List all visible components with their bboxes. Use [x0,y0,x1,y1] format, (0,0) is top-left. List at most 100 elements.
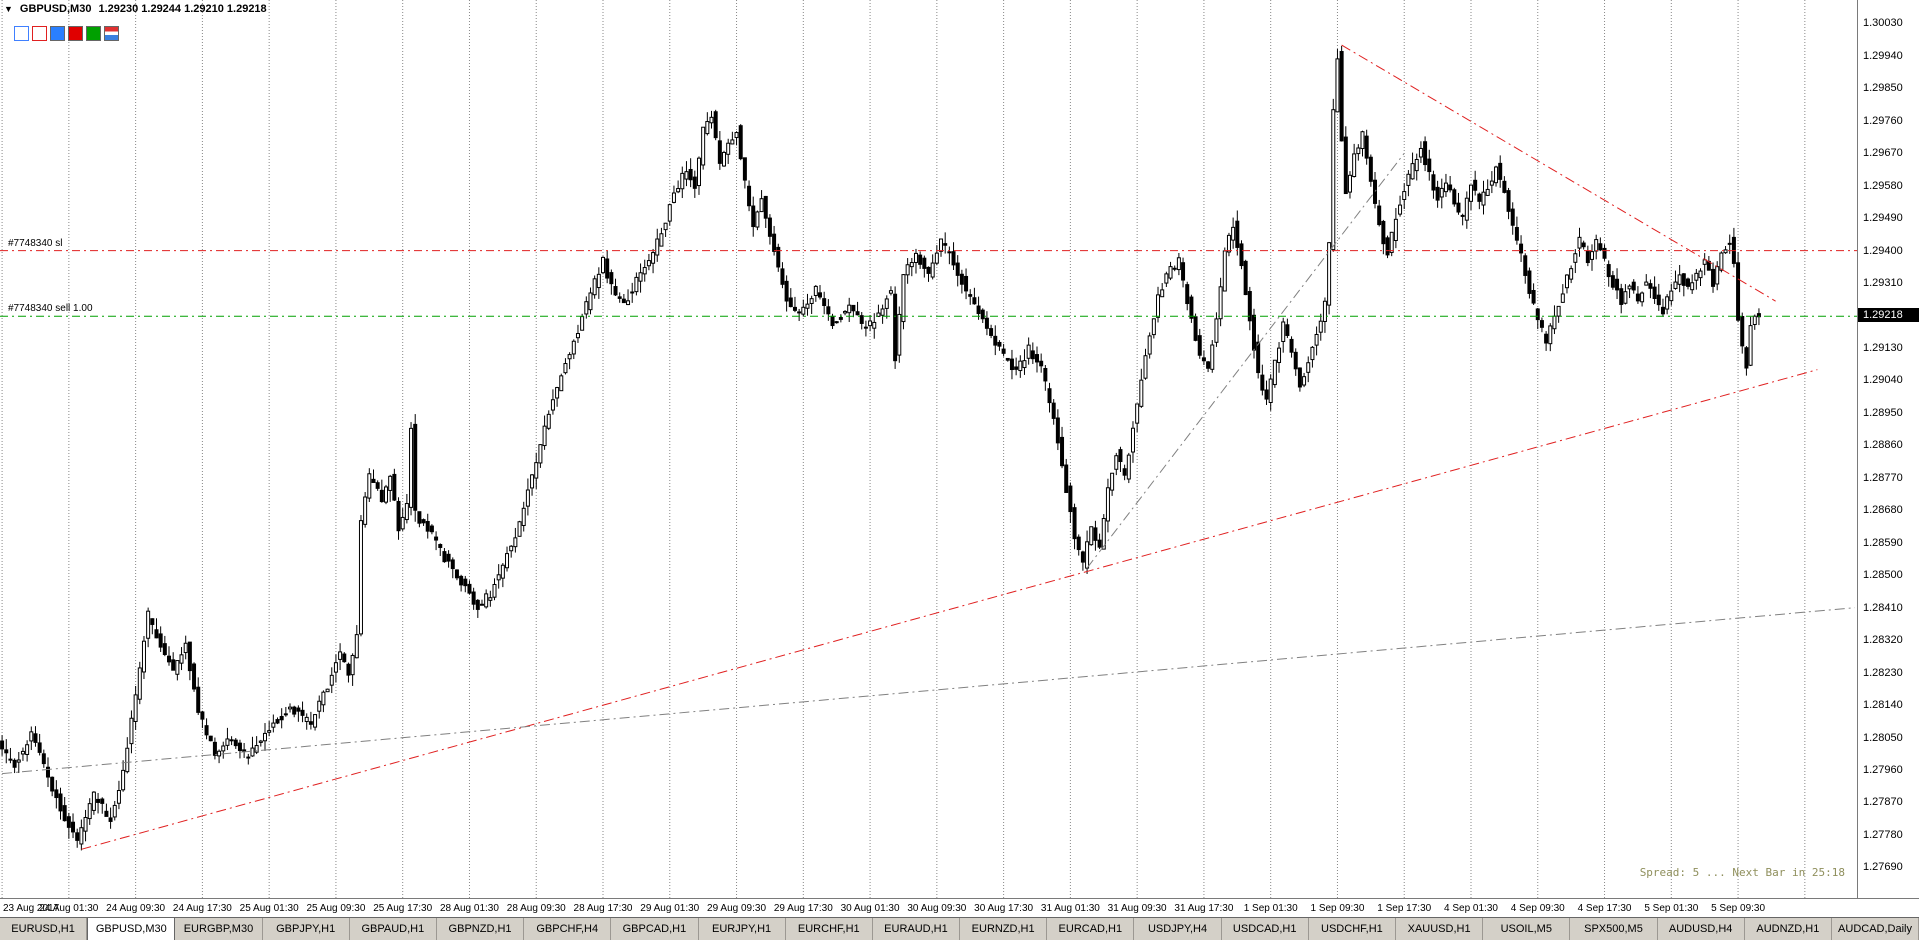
price-axis-label: 1.29850 [1863,82,1903,95]
time-axis-label: 24 Aug 17:30 [172,903,232,914]
chart-window: ▼ GBPUSD,M30 1.29230 1.29244 1.29210 1.2… [0,0,1919,918]
price-axis-label: 1.28770 [1863,471,1903,484]
color-swatch-toolbar [14,26,119,41]
time-axis[interactable]: 23 Aug 2017 24 Aug 01:30 24 Aug 09:30 24 Au… [0,898,1919,918]
time-axis-label: 30 Aug 17:30 [974,903,1034,914]
time-axis-label: 30 Aug 01:30 [840,903,900,914]
spread-nextbar-status: Spread: 5 ... Next Bar in 25:18 [1639,866,1845,879]
price-axis-label: 1.27780 [1863,828,1903,841]
chart-tab-gbpjpy-h1[interactable]: GBPJPY,H1 [262,918,350,940]
trendline-ascending-gray-shallow[interactable] [2,607,1855,775]
chart-tab-audcad-daily[interactable]: AUDCAD,Daily [1831,918,1919,940]
time-axis-label: 28 Aug 09:30 [506,903,566,914]
price-axis-label: 1.27870 [1863,796,1903,809]
chart-marker-icon: ▼ [4,3,13,14]
time-axis-label: 23 Aug 2017 [3,903,60,914]
price-axis-label: 1.29310 [1863,277,1903,290]
price-axis-label: 1.29130 [1863,342,1903,355]
trendline-descending-resistance-red[interactable] [1341,44,1776,302]
price-axis-label: 1.29580 [1863,179,1903,192]
chart-tab-gbpnzd-h1[interactable]: GBPNZD,H1 [436,918,525,940]
time-axis-label: 31 Aug 01:30 [1040,903,1100,914]
time-axis-label: 29 Aug 01:30 [640,903,700,914]
chart-tab-audusd-h4[interactable]: AUDUSD,H4 [1657,918,1745,940]
time-axis-label: 5 Sep 01:30 [1644,903,1699,914]
chart-tab-audnzd-h1[interactable]: AUDNZD,H1 [1744,918,1832,940]
chart-tab-xauusd-h1[interactable]: XAUUSD,H1 [1396,918,1484,940]
chart-tab-gbpcad-h1[interactable]: GBPCAD,H1 [611,918,699,940]
current-price-badge: 1.29218 [1858,308,1919,323]
stop-loss-line-label: #7748340 sl [8,237,63,249]
price-axis-label: 1.28320 [1863,634,1903,647]
chart-tab-usdchf-h1[interactable]: USDCHF,H1 [1308,918,1396,940]
time-axis-label: 30 Aug 09:30 [907,903,967,914]
time-axis-label: 24 Aug 09:30 [106,903,166,914]
time-axis-label: 25 Aug 09:30 [306,903,366,914]
price-axis-label: 1.28680 [1863,504,1903,517]
time-axis-label: 31 Aug 09:30 [1107,903,1167,914]
time-axis-label: 25 Aug 17:30 [373,903,433,914]
symbol-name: GBPUSD,M30 [19,3,92,15]
price-axis-label: 1.28230 [1863,666,1903,679]
time-axis-label: 31 Aug 17:30 [1174,903,1234,914]
trendline-ascending-support-red[interactable] [81,369,1818,850]
price-axis[interactable]: 1.29218 1.30030 1.29940 1.29850 1.29760 1.29… [1857,0,1919,898]
trendline-ascending-gray-steep[interactable] [1086,152,1405,569]
time-axis-label: 1 Sep 01:30 [1243,903,1298,914]
chart-tab-eurgbp-m30[interactable]: EURGBP,M30 [175,918,263,940]
chart-tab-usdcad-h1[interactable]: USDCAD,H1 [1221,918,1309,940]
swatch-red[interactable] [68,26,83,41]
ohlc-quotes: 1.29230 1.29244 1.29210 1.29218 [98,3,267,15]
time-axis-label: 1 Sep 09:30 [1310,903,1365,914]
time-axis-label: 4 Sep 17:30 [1577,903,1632,914]
price-axis-label: 1.28050 [1863,731,1903,744]
candlestick-chart[interactable] [0,0,1857,898]
chart-tab-gbpaud-h1[interactable]: GBPAUD,H1 [349,918,437,940]
time-axis-label: 28 Aug 17:30 [573,903,633,914]
chart-tab-eurchf-h1[interactable]: EURCHF,H1 [785,918,873,940]
chart-tab-spx500-m5[interactable]: SPX500,M5 [1570,918,1658,940]
price-axis-label: 1.29490 [1863,212,1903,225]
price-axis-label: 1.29400 [1863,244,1903,257]
symbol-quote-header: ▼ GBPUSD,M30 1.29230 1.29244 1.29210 1.2… [4,3,267,15]
swatch-blue[interactable] [50,26,65,41]
price-axis-label: 1.27960 [1863,763,1903,776]
price-axis-label: 1.29670 [1863,147,1903,160]
chart-tab-eurusd-h1[interactable]: EURUSD,H1 [0,918,88,940]
chart-tab-usdjpy-h4[interactable]: USDJPY,H4 [1134,918,1222,940]
chart-tab-gbpchf-h4[interactable]: GBPCHF,H4 [524,918,612,940]
time-axis-label: 1 Sep 17:30 [1377,903,1432,914]
price-axis-label: 1.28590 [1863,536,1903,549]
swatch-outline-blue[interactable] [14,26,29,41]
time-axis-label: 25 Aug 01:30 [239,903,299,914]
time-axis-label: 29 Aug 17:30 [773,903,833,914]
time-axis-label: 29 Aug 09:30 [707,903,767,914]
time-axis-label: 4 Sep 01:30 [1444,903,1498,914]
chart-tab-euraud-h1[interactable]: EURAUD,H1 [872,918,961,940]
price-axis-label: 1.28860 [1863,439,1903,452]
price-axis-label: 1.28950 [1863,406,1903,419]
price-axis-label: 1.28410 [1863,601,1903,614]
swatch-striped[interactable] [104,26,119,41]
chart-tab-usoil-m5[interactable]: USOIL,M5 [1483,918,1571,940]
price-axis-label: 1.29040 [1863,374,1903,387]
chart-tab-eurcad-h1[interactable]: EURCAD,H1 [1047,918,1135,940]
time-axis-label: 28 Aug 01:30 [439,903,499,914]
chart-tab-gbpusd-m30[interactable]: GBPUSD,M30 [87,918,176,940]
price-axis-label: 1.29940 [1863,49,1903,62]
price-axis-label: 1.28500 [1863,569,1903,582]
chart-tab-bar: EURUSD,H1 GBPUSD,M30 EURGBP,M30 GBPJPY,H1 GB… [0,917,1919,940]
time-axis-label: 5 Sep 09:30 [1711,903,1766,914]
swatch-outline-red[interactable] [32,26,47,41]
price-axis-label: 1.27690 [1863,861,1903,874]
swatch-green[interactable] [86,26,101,41]
time-axis-label: 24 Aug 01:30 [39,903,99,914]
price-axis-label: 1.30030 [1863,17,1903,30]
price-axis-label: 1.29760 [1863,114,1903,127]
price-axis-label: 1.28140 [1863,699,1903,712]
chart-tab-eurjpy-h1[interactable]: EURJPY,H1 [698,918,786,940]
time-axis-label: 4 Sep 09:30 [1510,903,1565,914]
chart-tab-eurnzd-h1[interactable]: EURNZD,H1 [960,918,1048,940]
sell-order-line-label: #7748340 sell 1.00 [8,303,93,315]
